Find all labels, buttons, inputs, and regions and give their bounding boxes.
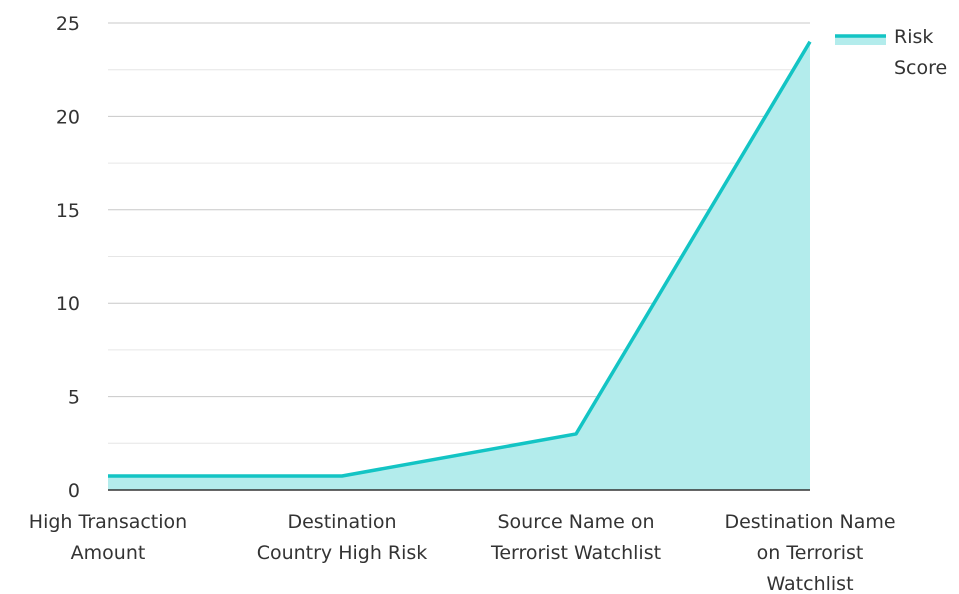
legend-label: Risk Score: [894, 26, 947, 79]
x-axis-tick-labels: High Transaction Amount Destination Country…: [29, 511, 896, 594]
x-tick-label: Destination Country High Risk: [257, 511, 428, 564]
legend[interactable]: Risk Score: [835, 26, 947, 79]
legend-swatch: [835, 36, 886, 45]
y-tick-label: 20: [56, 106, 80, 128]
y-tick-label: 0: [68, 480, 80, 502]
x-tick-label: Source Name on Terrorist Watchlist: [490, 511, 661, 564]
grid-lines: [108, 22, 810, 444]
y-tick-label: 5: [68, 387, 80, 409]
y-tick-label: 15: [56, 200, 80, 222]
x-tick-label: High Transaction Amount: [29, 511, 187, 564]
y-axis-ticks: 0 5 10 15 20 25: [56, 13, 80, 502]
series-area: [107, 40, 812, 491]
series-line: [108, 40, 812, 478]
y-tick-label: 25: [56, 13, 80, 35]
x-tick-label: Destination Name on Terrorist Watchlist: [724, 511, 895, 594]
y-tick-label: 10: [56, 293, 80, 315]
series-area-fill: [108, 41, 810, 491]
